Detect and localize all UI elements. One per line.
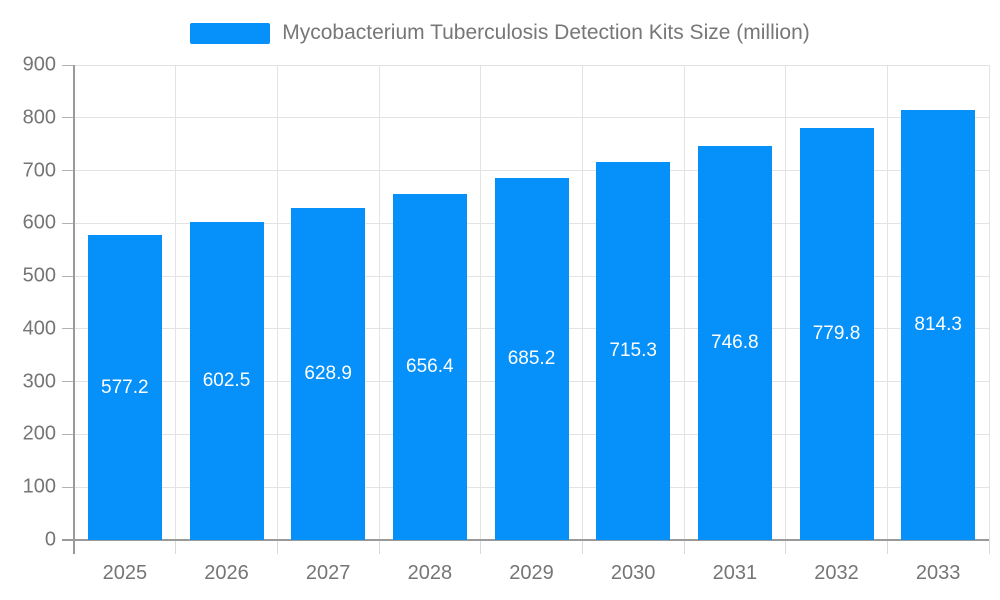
y-axis-tick-label: 700 [22,159,56,182]
x-gridline [683,65,685,540]
x-axis-tick-label: 2033 [915,562,961,584]
y-axis-tick-label: 400 [22,317,56,340]
bar-value-label: 602.5 [202,370,251,391]
x-gridline [581,65,583,540]
y-axis-tick-label: 800 [22,106,56,129]
legend[interactable]: Mycobacterium Tuberculosis Detection Kit… [0,21,1000,45]
x-axis-tick [378,540,380,554]
x-axis-tick [276,540,278,554]
y-axis-tick [62,117,74,119]
y-axis-tick [62,381,74,383]
bar-value-label: 779.8 [812,323,861,345]
x-axis-tick [175,540,177,554]
y-axis-tick-label: 500 [22,264,56,287]
x-axis-tick [785,540,787,554]
y-axis-tick [62,222,74,224]
y-axis-tick-label: 600 [22,211,56,234]
y-axis-tick-label: 300 [22,370,56,393]
bar[interactable] [596,162,671,540]
y-axis-tick-label: 100 [22,475,56,498]
bar-value-label: 814.3 [914,314,962,336]
x-gridline [886,65,888,540]
x-axis-tick [480,540,482,554]
x-gridline [378,65,380,540]
y-axis-tick-label: 0 [44,528,56,551]
bar[interactable] [901,110,976,540]
x-axis-tick-label: 2031 [712,562,758,584]
y-axis-tick [62,486,74,488]
y-axis-tick [62,64,74,66]
x-axis-tick [581,540,583,554]
bar-value-label: 746.8 [711,331,759,353]
legend-label: Mycobacterium Tuberculosis Detection Kit… [282,21,810,44]
bar-value-label: 685.2 [507,348,556,370]
bar-value-label: 715.3 [609,340,657,362]
x-gridline [175,65,177,540]
y-axis-tick [62,328,74,330]
x-axis-tick [683,540,685,554]
bar[interactable] [799,128,874,540]
x-axis-tick-label: 2025 [102,562,148,584]
bar-value-label: 628.9 [304,363,352,385]
x-axis-tick-label: 2028 [407,562,453,584]
bar-value-label: 656.4 [406,355,454,377]
bar[interactable] [291,208,366,540]
x-axis-tick-label: 2032 [814,562,859,584]
x-axis-tick-label: 2029 [509,562,554,584]
bar[interactable] [494,178,569,540]
bar[interactable] [189,222,264,540]
x-gridline [988,65,990,540]
x-axis-tick-label: 2030 [610,562,656,584]
x-gridline [276,65,278,540]
y-axis-tick [62,433,74,435]
y-axis-line [73,65,75,554]
y-axis-tick [62,170,74,172]
x-axis-tick-label: 2027 [305,562,351,584]
bar[interactable] [697,145,772,540]
bar-value-label: 577.2 [101,376,149,398]
x-axis-tick-label: 2026 [204,562,249,584]
x-axis-tick [988,540,990,554]
legend-swatch [190,22,271,44]
y-gridline [74,170,989,172]
bar[interactable] [392,193,467,540]
bar[interactable] [87,235,162,540]
x-gridline [785,65,787,540]
y-axis-tick [62,275,74,277]
x-gridline [480,65,482,540]
y-gridline [74,117,989,119]
y-gridline [74,64,989,66]
y-axis-tick-label: 200 [22,422,56,445]
y-axis-tick-label: 900 [22,53,56,76]
x-axis-tick [886,540,888,554]
